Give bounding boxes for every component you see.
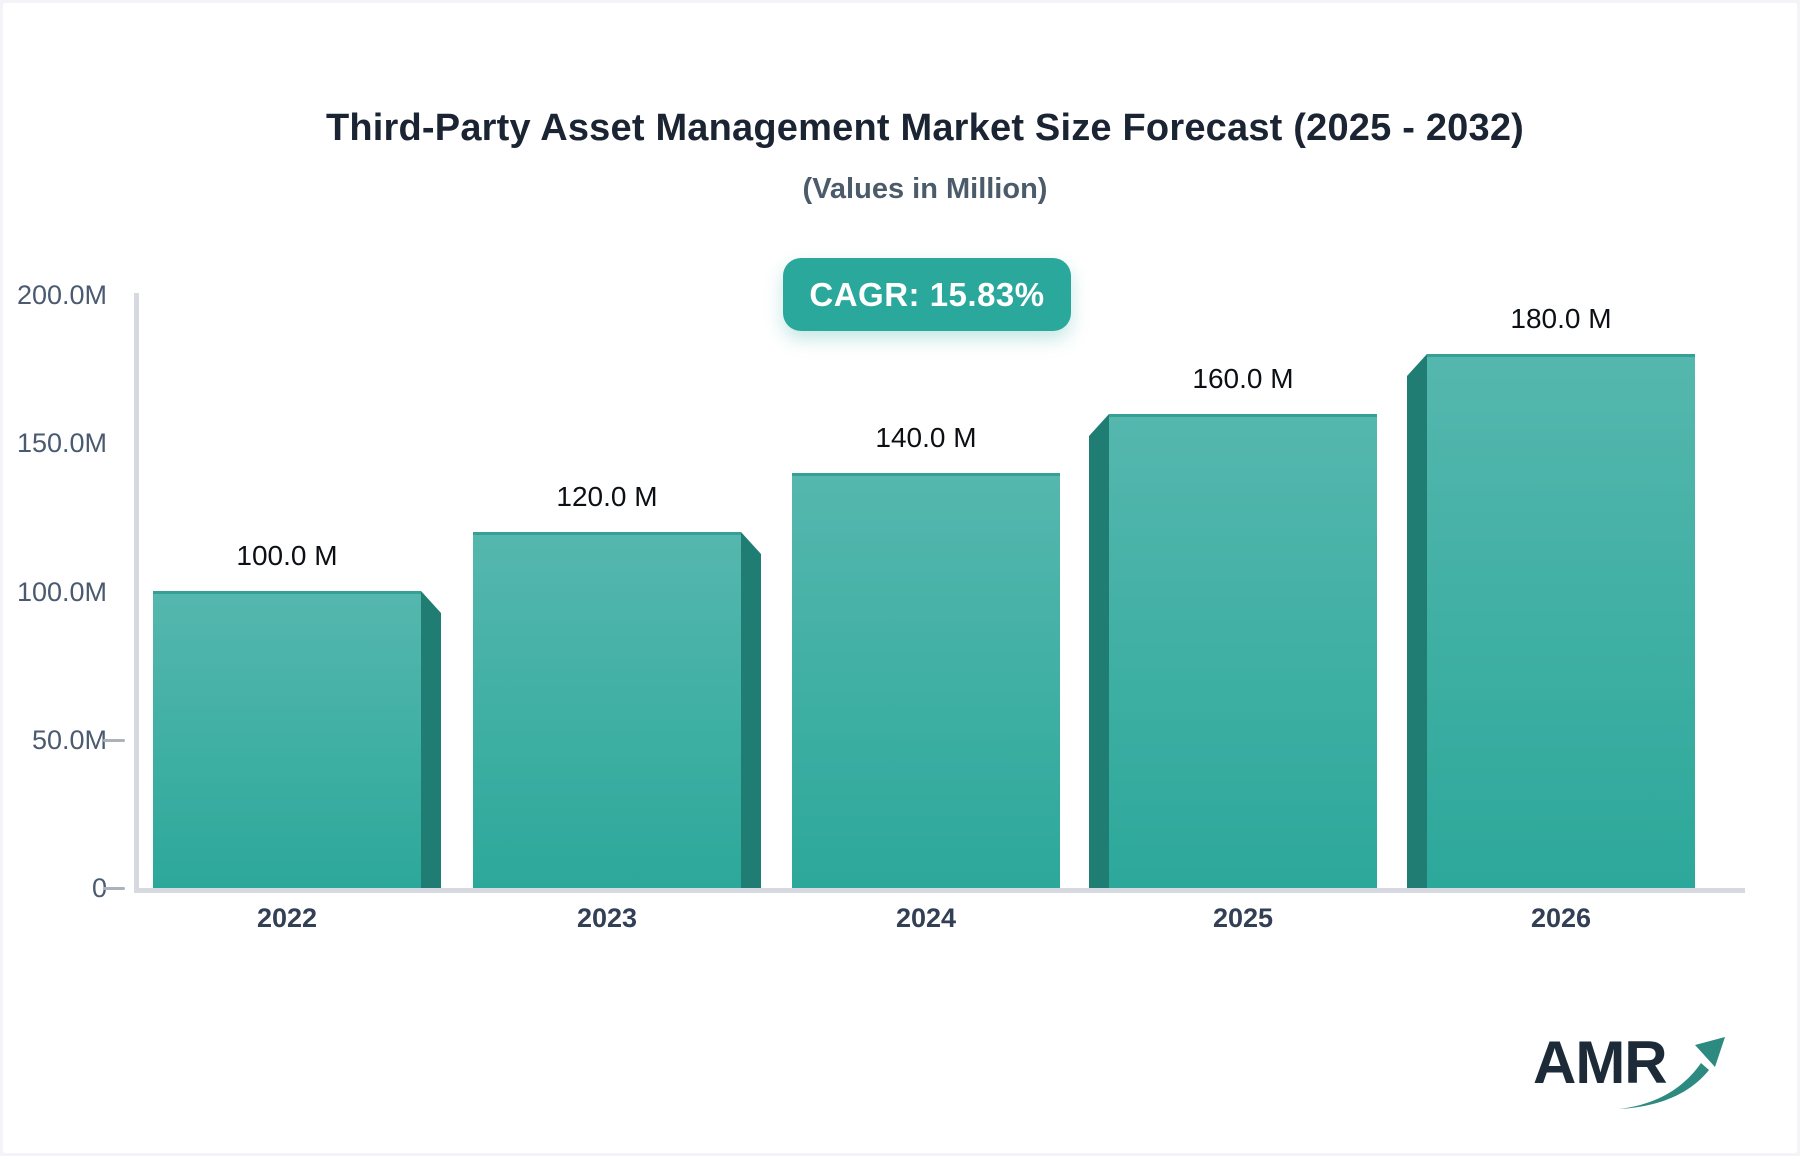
x-tick-label-2023: 2023 (576, 903, 638, 933)
bar-2024[interactable] (792, 473, 1060, 888)
cagr-badge: CAGR: 15.83% (783, 258, 1071, 331)
bar-value-label-2025: 160.0 M (1192, 363, 1294, 394)
bar-2025-side-shadow (1089, 414, 1109, 888)
bar-2022-side-shadow (421, 591, 441, 888)
bar-value-label-2026: 180.0 M (1510, 303, 1612, 334)
x-tick-label-2026: 2026 (1530, 903, 1592, 933)
bar-value-label-2022: 100.0 M (236, 540, 338, 571)
bar-2026-side-shadow (1407, 354, 1427, 888)
bar-2023-side-shadow (741, 532, 761, 888)
bar-value-label-2024: 140.0 M (875, 422, 977, 453)
amr-logo-text: AMR (1533, 1029, 1668, 1096)
bar-2023[interactable] (473, 532, 741, 888)
y-tick-label-50.0M: 50.0M (31, 724, 107, 755)
y-tick-label-0: 0 (91, 873, 107, 903)
x-tick-label-2024: 2024 (895, 903, 957, 933)
amr-logo: AMR (1533, 1031, 1733, 1121)
bar-2022[interactable] (153, 591, 421, 888)
x-tick-label-2022: 2022 (256, 903, 318, 933)
chart-subtitle: (Values in Million) (802, 173, 1048, 205)
y-tick-mark (103, 887, 125, 890)
x-tick-label-2025: 2025 (1212, 903, 1274, 933)
bar-2025[interactable] (1109, 414, 1377, 888)
y-axis-line (134, 293, 139, 892)
y-tick-label-100.0M: 100.0M (16, 576, 107, 607)
y-tick-label-150.0M: 150.0M (16, 428, 107, 459)
x-axis-line (134, 888, 1745, 893)
bar-value-label-2023: 120.0 M (556, 481, 658, 512)
bar-2026[interactable] (1427, 354, 1695, 888)
growth-arrow-icon (1619, 1037, 1725, 1109)
bar-chart-plot-area: 200.0M 150.0M 100.0M 50.0M 0 100.0 M 2022 120.0… (3, 3, 1797, 1153)
chart-card: Third-Party Asset Management Market Size… (3, 3, 1797, 1153)
chart-title: Third-Party Asset Management Market Size… (325, 107, 1525, 149)
y-tick-mark (103, 738, 125, 742)
y-tick-label-200.0M: 200.0M (16, 280, 107, 310)
